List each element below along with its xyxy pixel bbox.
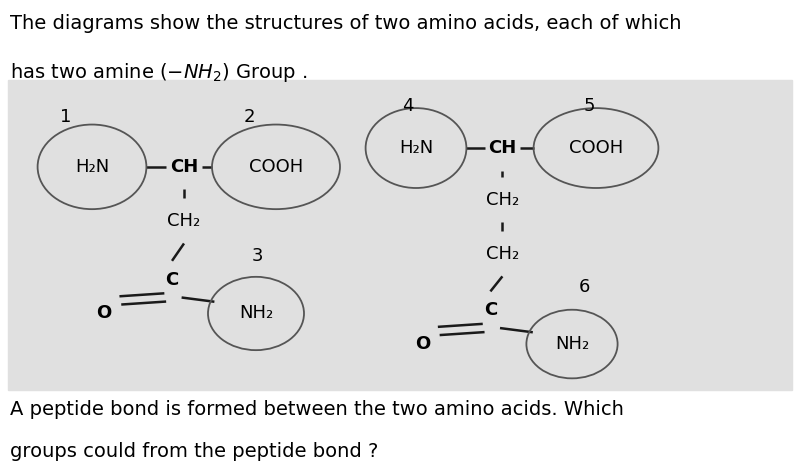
Text: C: C (166, 271, 178, 289)
Text: 4: 4 (402, 97, 414, 115)
Text: 6: 6 (578, 278, 590, 296)
FancyBboxPatch shape (8, 80, 792, 390)
Text: 2: 2 (244, 109, 255, 126)
Text: groups could from the peptide bond ?: groups could from the peptide bond ? (10, 442, 378, 461)
Text: NH₂: NH₂ (239, 305, 273, 322)
Text: A peptide bond is formed between the two amino acids. Which: A peptide bond is formed between the two… (10, 400, 624, 419)
Text: H₂N: H₂N (75, 158, 109, 176)
Text: O: O (96, 305, 112, 322)
Text: 5: 5 (584, 97, 595, 115)
Text: CH₂: CH₂ (486, 191, 519, 209)
Text: CH₂: CH₂ (486, 245, 519, 263)
Text: COOH: COOH (249, 158, 303, 176)
Text: CH: CH (488, 139, 517, 157)
Text: has two amine $\mathit{( - NH_2)}$ Group .: has two amine $\mathit{( - NH_2)}$ Group… (10, 61, 308, 84)
Text: O: O (414, 335, 430, 353)
Text: H₂N: H₂N (399, 139, 433, 157)
Text: CH₂: CH₂ (167, 212, 201, 230)
Text: 1: 1 (60, 109, 71, 126)
Text: CH: CH (170, 158, 198, 176)
Text: 3: 3 (252, 247, 263, 265)
Text: C: C (484, 301, 497, 319)
Text: The diagrams show the structures of two amino acids, each of which: The diagrams show the structures of two … (10, 14, 682, 33)
Text: COOH: COOH (569, 139, 623, 157)
Text: NH₂: NH₂ (555, 335, 589, 353)
